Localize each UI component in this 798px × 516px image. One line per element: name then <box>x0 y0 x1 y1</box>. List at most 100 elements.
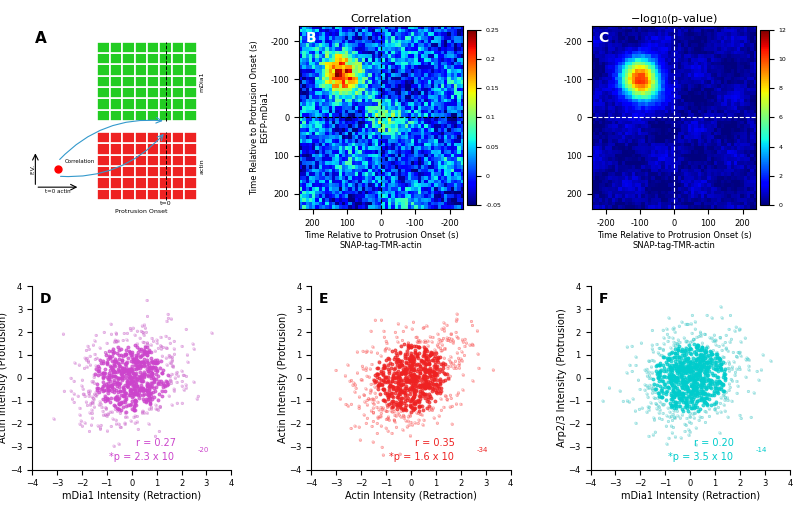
Point <box>681 359 694 367</box>
Point <box>97 369 109 377</box>
Point <box>121 343 134 351</box>
Point <box>700 384 713 392</box>
Point <box>647 357 660 365</box>
Point <box>420 367 433 376</box>
Point <box>394 403 407 411</box>
Point <box>433 368 445 376</box>
Point <box>393 390 405 398</box>
Point <box>389 353 401 362</box>
Point <box>393 411 405 419</box>
Point <box>82 389 95 397</box>
Point <box>705 369 718 378</box>
Point <box>699 393 712 401</box>
Point <box>375 316 388 324</box>
Point <box>707 399 720 408</box>
Point <box>406 365 419 373</box>
Point <box>106 414 119 423</box>
Point <box>642 402 654 411</box>
Point <box>375 367 388 375</box>
Point <box>697 376 709 384</box>
Point <box>424 332 437 341</box>
Point <box>420 383 433 392</box>
Point <box>693 369 706 378</box>
Point <box>430 380 443 389</box>
Point <box>430 380 443 389</box>
Point <box>431 419 444 427</box>
Point <box>417 373 430 381</box>
Point <box>120 378 133 386</box>
Point <box>385 392 398 400</box>
Bar <box>147 132 160 143</box>
Point <box>702 351 715 360</box>
Point <box>384 381 397 389</box>
Point <box>381 401 394 409</box>
Point <box>714 356 727 364</box>
Point <box>678 369 691 377</box>
Point <box>447 360 460 368</box>
Point <box>412 336 425 344</box>
Point <box>406 404 419 412</box>
Point <box>709 405 721 413</box>
Point <box>654 371 666 379</box>
Point <box>408 370 421 378</box>
Point <box>671 344 684 352</box>
Point <box>667 423 680 431</box>
Point <box>405 365 417 373</box>
Point <box>387 374 400 382</box>
Point <box>694 383 707 391</box>
Point <box>419 346 432 354</box>
Point <box>393 399 405 407</box>
Point <box>404 387 417 395</box>
Point <box>421 347 433 355</box>
Point <box>372 381 385 390</box>
Point <box>662 404 674 412</box>
Point <box>127 377 140 385</box>
Point <box>140 388 153 396</box>
Point <box>425 393 437 401</box>
Point <box>102 410 115 418</box>
Point <box>135 352 148 360</box>
Point <box>394 360 407 368</box>
Point <box>701 376 714 384</box>
Point <box>664 399 677 407</box>
Point <box>646 356 658 364</box>
Point <box>385 397 398 406</box>
Point <box>113 354 126 363</box>
Point <box>712 363 725 371</box>
Point <box>166 353 179 361</box>
Point <box>152 379 164 388</box>
Point <box>690 397 703 406</box>
Point <box>408 388 421 396</box>
Point <box>120 359 132 367</box>
Point <box>402 361 415 369</box>
Point <box>91 385 104 394</box>
Point <box>149 405 162 413</box>
Point <box>105 330 118 338</box>
Point <box>401 367 414 376</box>
Point <box>402 376 415 384</box>
Point <box>113 394 125 402</box>
Point <box>77 385 89 393</box>
Point <box>117 372 129 380</box>
Point <box>709 358 721 366</box>
Point <box>725 397 738 405</box>
Point <box>137 384 150 392</box>
Point <box>366 343 379 351</box>
Point <box>662 417 675 426</box>
Point <box>381 376 394 384</box>
Point <box>404 362 417 370</box>
Point <box>141 380 154 388</box>
Point <box>697 401 709 409</box>
Point <box>466 340 479 348</box>
Point <box>700 348 713 356</box>
Point <box>412 419 425 427</box>
Point <box>666 385 679 394</box>
Point <box>393 348 406 357</box>
Point <box>111 392 124 400</box>
Point <box>124 357 137 365</box>
Point <box>434 389 447 397</box>
Point <box>430 383 443 392</box>
Point <box>676 383 689 392</box>
Bar <box>110 99 122 110</box>
Point <box>159 382 172 390</box>
